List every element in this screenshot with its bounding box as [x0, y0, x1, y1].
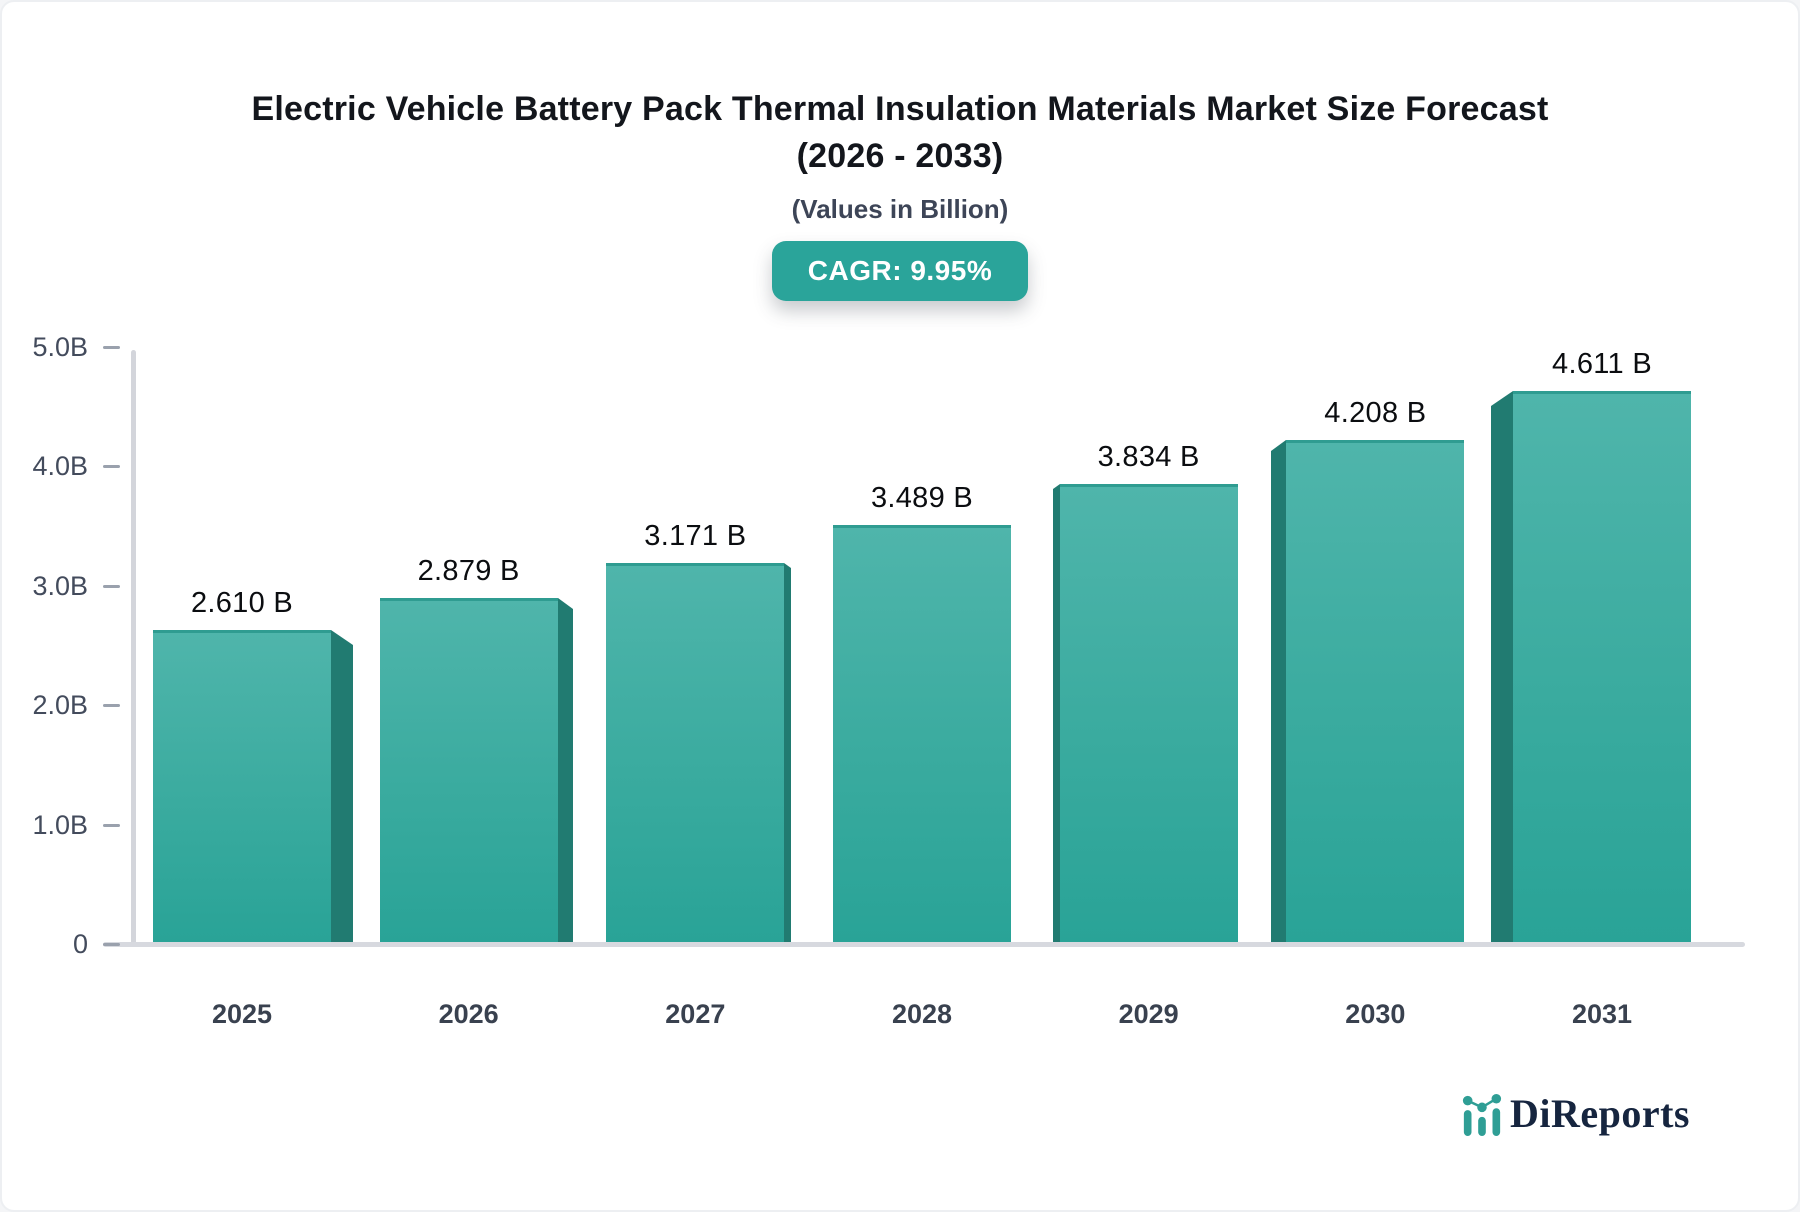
y-axis-tick-mark	[103, 584, 120, 588]
y-axis-tick-mark	[103, 465, 120, 469]
x-axis-label: 2028	[891, 999, 953, 1029]
bar-2027[interactable]	[606, 563, 784, 942]
y-axis-tick-label: 2.0B	[32, 690, 88, 721]
x-axis-label: 2026	[438, 999, 499, 1029]
chart-subtitle: (Values in Billion)	[791, 194, 1009, 224]
x-axis-label: 2027	[665, 999, 726, 1029]
cagr-badge-row: CAGR: 9.95%	[2, 241, 1798, 301]
bar-3d-side	[331, 630, 353, 942]
y-axis-tick-mark	[103, 823, 120, 827]
x-axis-line	[103, 942, 1745, 947]
bar-chart-logo-icon	[1462, 1093, 1502, 1136]
bar-3d-side	[1491, 391, 1513, 942]
bar-value-label: 3.171 B	[644, 520, 747, 552]
y-axis-tick-mark	[103, 346, 120, 349]
bar-value-label: 2.879 B	[417, 555, 520, 587]
y-axis-tick-label: 1.0B	[32, 809, 88, 840]
bar-value-label: 3.834 B	[1097, 441, 1200, 473]
bar-value-label: 3.489 B	[870, 482, 974, 514]
bar-value-label: 4.208 B	[1324, 397, 1427, 429]
bar-3d-side	[558, 598, 573, 942]
x-axis-label: 2029	[1118, 999, 1179, 1029]
x-axis-label: 2031	[1571, 999, 1633, 1029]
bar-2025[interactable]	[153, 630, 331, 942]
bar-2030[interactable]	[1286, 440, 1464, 942]
bar-chart-plot-area: 5.0B 4.0B 3.0B 2.0B 1.0B 0 2.610 B 2025 2.879 B 2…	[2, 302, 1798, 1102]
logo-text: DiReports	[1509, 1091, 1690, 1136]
bar-2028[interactable]	[833, 525, 1011, 942]
chart-title-line2: (2026 - 2033)	[796, 137, 1004, 175]
x-axis-label: 2025	[211, 999, 273, 1029]
bar-2026[interactable]	[380, 598, 558, 942]
y-axis-tick-label: 0	[72, 929, 88, 959]
y-axis-tick-label: 3.0B	[32, 570, 88, 601]
direports-logo: DiReports	[1461, 1092, 1690, 1136]
y-axis-tick-label: 5.0B	[32, 332, 88, 362]
y-axis-line	[131, 350, 136, 945]
x-axis-label: 2030	[1345, 999, 1406, 1029]
bar-2029[interactable]	[1060, 484, 1238, 942]
bar-3d-side	[784, 563, 791, 942]
bar-value-label: 2.610 B	[190, 587, 294, 619]
y-axis-tick-label: 4.0B	[32, 451, 88, 482]
chart-title: Electric Vehicle Battery Pack Thermal In…	[170, 86, 1630, 180]
bar-3d-side	[1271, 440, 1286, 942]
bar-2031[interactable]	[1513, 391, 1691, 942]
y-axis-tick-mark	[103, 943, 120, 946]
cagr-badge: CAGR: 9.95%	[771, 241, 1029, 301]
bar-3d-side	[1053, 484, 1060, 942]
y-axis-tick-mark	[103, 704, 120, 708]
chart-title-line1: Electric Vehicle Battery Pack Thermal In…	[251, 90, 1549, 128]
bar-value-label: 4.611 B	[1552, 348, 1652, 380]
